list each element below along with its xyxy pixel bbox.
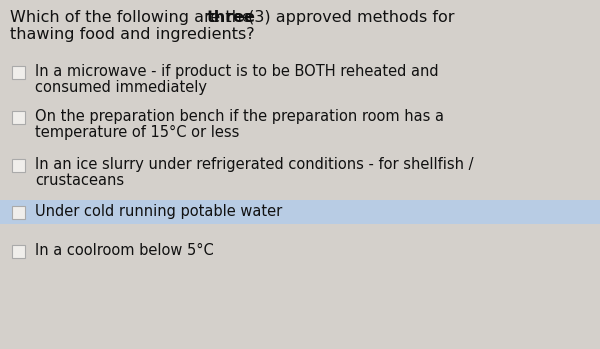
Text: thawing food and ingredients?: thawing food and ingredients? [10, 27, 254, 42]
FancyBboxPatch shape [0, 200, 600, 224]
Text: consumed immediately: consumed immediately [35, 80, 207, 95]
Text: three: three [207, 10, 256, 25]
Text: In a microwave - if product is to be BOTH reheated and: In a microwave - if product is to be BOT… [35, 64, 439, 79]
FancyBboxPatch shape [11, 66, 25, 79]
FancyBboxPatch shape [11, 158, 25, 171]
Text: Under cold running potable water: Under cold running potable water [35, 204, 282, 219]
Text: Which of the following are the: Which of the following are the [10, 10, 257, 25]
Text: On the preparation bench if the preparation room has a: On the preparation bench if the preparat… [35, 109, 444, 124]
FancyBboxPatch shape [11, 245, 25, 258]
FancyBboxPatch shape [11, 206, 25, 218]
Text: temperature of 15°C or less: temperature of 15°C or less [35, 125, 239, 140]
Text: In a coolroom below 5°C: In a coolroom below 5°C [35, 243, 214, 258]
FancyBboxPatch shape [11, 111, 25, 124]
Text: In an ice slurry under refrigerated conditions - for shellfish /: In an ice slurry under refrigerated cond… [35, 157, 473, 172]
Text: crustaceans: crustaceans [35, 173, 124, 188]
Text: (3) approved methods for: (3) approved methods for [243, 10, 454, 25]
